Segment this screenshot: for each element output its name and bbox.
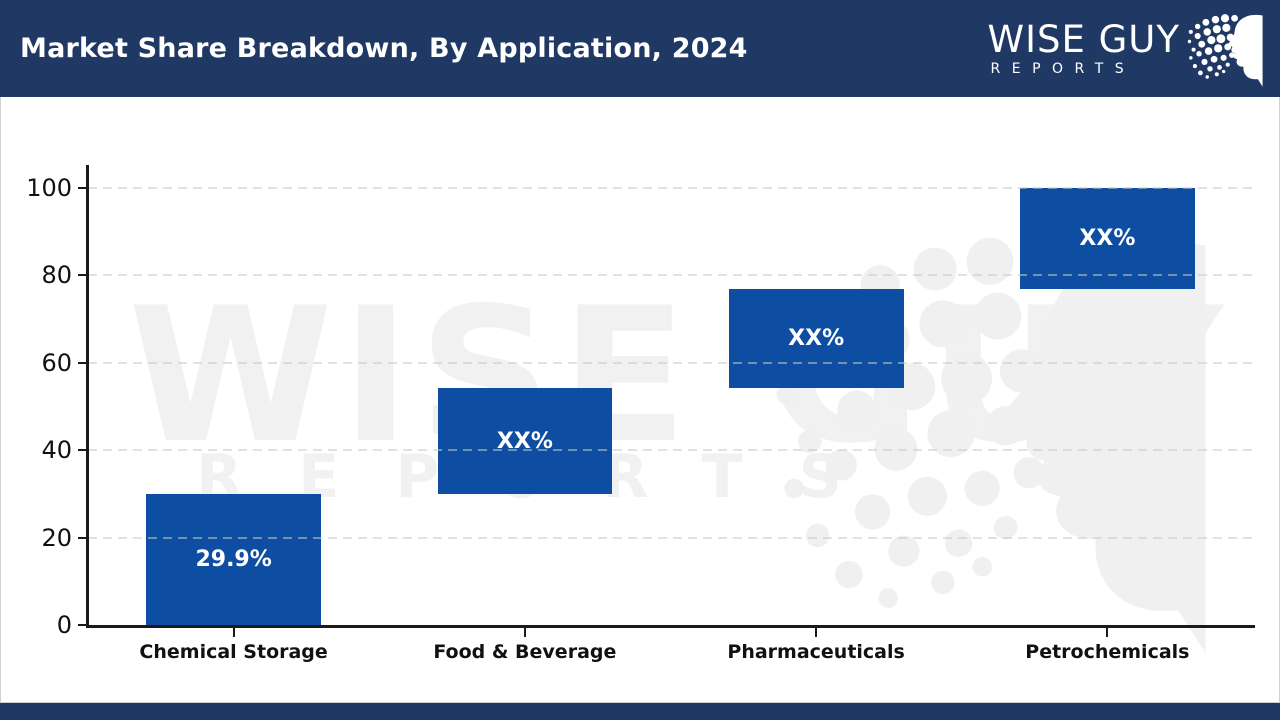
header-bar: Market Share Breakdown, By Application, … (0, 0, 1280, 97)
page-title: Market Share Breakdown, By Application, … (20, 33, 748, 64)
y-tick-mark (78, 186, 87, 189)
y-tick-label: 60 (41, 348, 72, 377)
x-tick-mark (815, 628, 818, 637)
bar-value-label: XX% (788, 325, 845, 351)
y-tick-label: 80 (41, 261, 72, 289)
y-tick-mark (78, 361, 87, 364)
bar-pharmaceuticals: XX% (728, 288, 904, 389)
x-category-label: Chemical Storage (139, 641, 328, 663)
y-gridline (88, 186, 1253, 189)
y-tick-label: 20 (41, 523, 72, 552)
y-axis-line (86, 165, 89, 627)
y-tick-label: 100 (26, 173, 72, 202)
y-tick-label: 40 (41, 436, 72, 464)
y-tick-mark (78, 449, 87, 451)
y-gridline (88, 536, 1253, 539)
x-tick-mark (1106, 628, 1109, 637)
bar-value-label: XX% (1079, 225, 1136, 251)
x-tick-mark (232, 628, 235, 637)
bar-value-label: 29.9% (195, 547, 272, 573)
y-gridline (88, 361, 1253, 364)
bar-petrochemicals: XX% (1020, 187, 1195, 289)
logo-subtitle: REPORTS (990, 61, 1136, 77)
y-tick-mark (78, 536, 87, 539)
bar-chemical-storage: 29.9% (146, 494, 321, 625)
x-axis-line (86, 625, 1255, 628)
bar-food-beverage: XX% (437, 388, 613, 495)
wiseguy-logo-text: WISE GUY REPORTS (988, 21, 1180, 76)
x-category-label: Food & Beverage (433, 641, 617, 663)
x-category-label: Petrochemicals (1025, 641, 1190, 663)
y-gridline (88, 449, 1253, 451)
wiseguy-logo: WISE GUY REPORTS (988, 11, 1266, 87)
x-category-label: Pharmaceuticals (727, 641, 905, 663)
y-tick-label: 0 (56, 611, 72, 639)
y-tick-mark (78, 624, 87, 626)
wiseguy-face-icon (1184, 11, 1266, 87)
x-tick-mark (523, 628, 526, 637)
footer-bar (0, 703, 1280, 720)
y-tick-mark (78, 274, 87, 276)
y-gridline (88, 274, 1253, 276)
logo-wordmark: WISE GUY (987, 18, 1180, 61)
